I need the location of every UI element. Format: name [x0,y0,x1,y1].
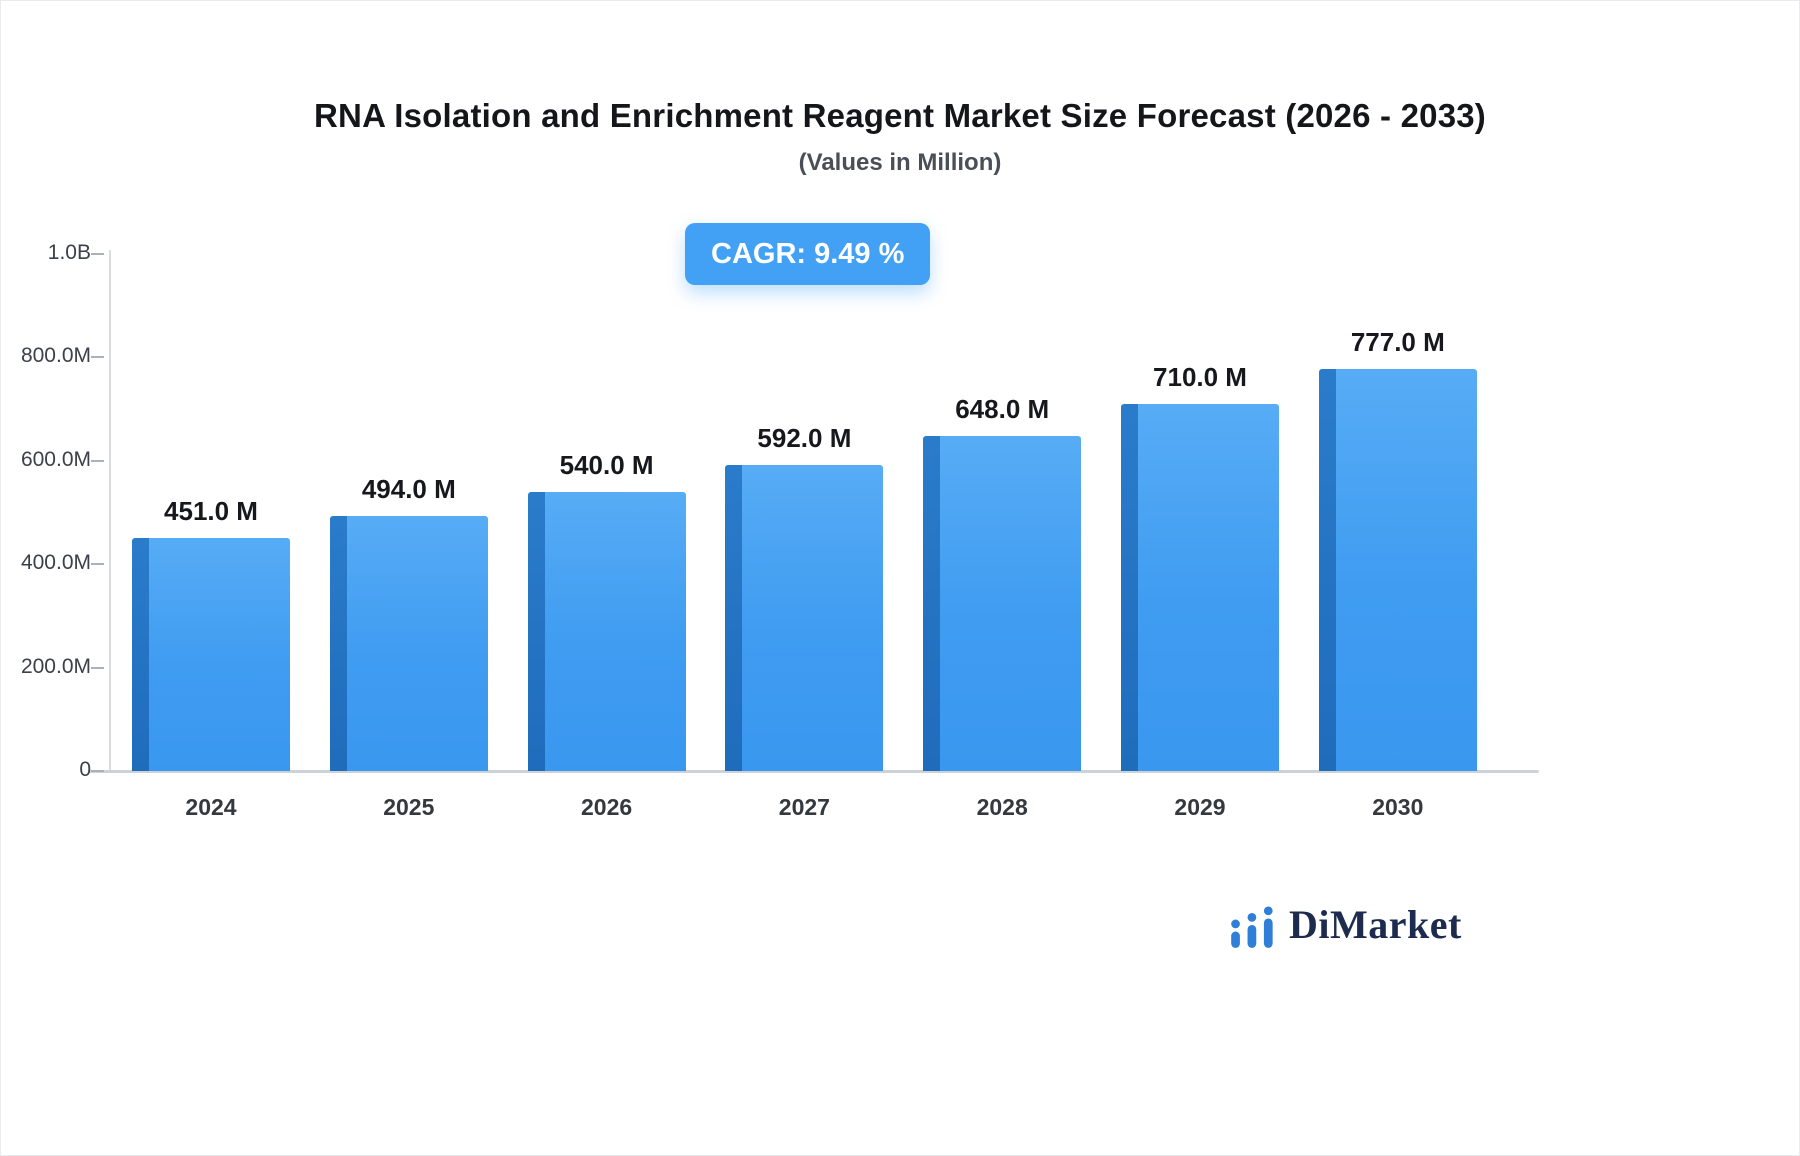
bar-front-face [1138,403,1279,771]
bar-2028 [923,436,1082,771]
bar-side-face [1121,403,1138,771]
y-tick-label: 600.0M [20,447,91,471]
bar-side-face [329,515,347,771]
bar-2026 [527,491,686,771]
y-tick-label: 400.0M [20,551,91,575]
y-tick-mark [91,563,104,566]
bar-front-face [1335,369,1477,771]
y-tick-label: 1.0B [47,241,91,264]
bar-2029 [1121,403,1279,771]
bar-value-label: 494.0 M [361,473,456,504]
y-tick-mark [91,666,104,669]
bar-side-face [132,537,149,771]
bar-front-face [149,537,290,771]
brand-name: DiMarket [1289,902,1462,947]
chart-title: RNA Isolation and Enrichment Reagent Mar… [314,97,1486,134]
bar-front-face [346,515,488,771]
y-tick-mark [91,356,104,359]
bar-chart-dots-icon [1231,905,1273,948]
x-tick-label: 2030 [1372,794,1424,820]
y-tick-mark [91,253,104,255]
bar-2024 [132,537,290,771]
bar-value-label: 777.0 M [1350,327,1445,358]
bar-value-label: 710.0 M [1153,361,1247,392]
y-tick-mark [91,459,104,462]
y-tick-label: 800.0M [20,344,91,368]
x-tick-label: 2028 [976,794,1028,820]
bar-2025 [329,515,488,771]
bar-value-label: 592.0 M [757,422,852,453]
y-tick-mark [91,770,104,772]
bar-side-face [527,491,545,771]
x-tick-label: 2027 [778,794,830,820]
chart-subtitle: (Values in Million) [798,149,1002,176]
bar-front-face [742,464,884,771]
y-axis-line [109,250,111,771]
bar-front-face [940,436,1082,771]
bar-value-label: 648.0 M [955,393,1050,424]
y-tick-label: 0 [79,758,91,781]
x-axis-baseline [89,770,1539,773]
plot-area: 0 200.0M 400.0M 600.0M 800.0M 1.0B 451.0 M 2024… [21,241,1539,820]
bar-side-face [725,464,743,771]
y-tick-label: 200.0M [20,654,91,678]
bar-side-face [923,436,941,771]
bar-value-label: 540.0 M [559,449,654,480]
bar-2027 [725,464,884,771]
x-tick-label: 2029 [1174,794,1226,820]
cagr-badge: CAGR: 9.49 % [685,223,931,285]
bar-side-face [1318,369,1336,771]
x-tick-label: 2024 [185,794,237,820]
x-tick-label: 2025 [383,794,435,820]
bar-2030 [1318,369,1477,771]
bar-value-label: 451.0 M [164,495,258,526]
brand-logo: DiMarket [1229,901,1462,948]
bar-front-face [544,491,686,771]
x-tick-label: 2026 [581,794,633,820]
